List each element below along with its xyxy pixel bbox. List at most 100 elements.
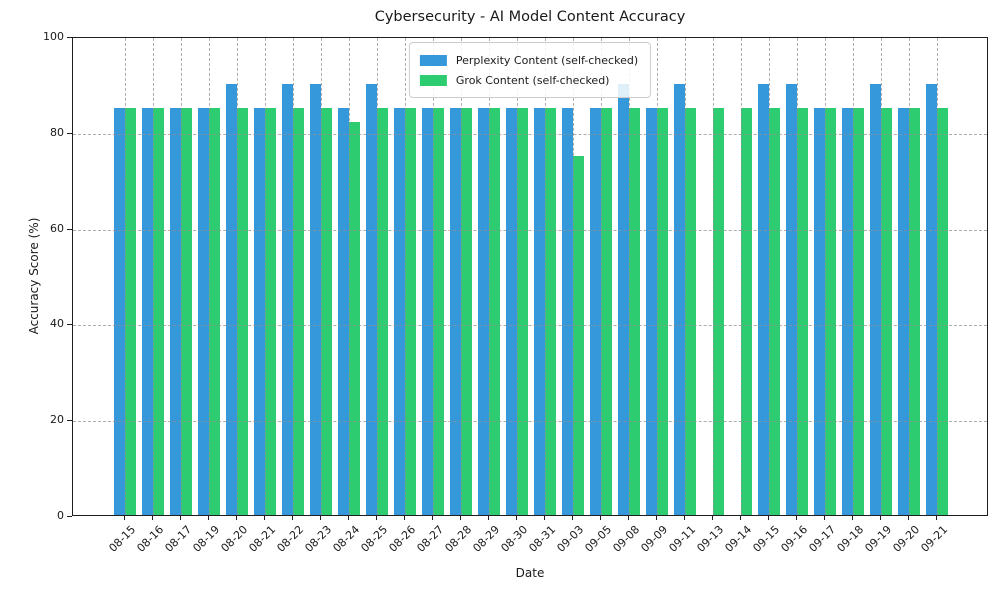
gridline-x-08-16: [153, 38, 154, 515]
gridline-x-09-17: [825, 38, 826, 515]
y-tick-label-100: 100: [43, 30, 64, 43]
x-tick-label-09-20: 09-20: [890, 523, 923, 555]
x-tick-label-09-21: 09-21: [918, 523, 951, 555]
x-tick-08-30: [516, 516, 517, 520]
bar-perplexity-09-16: [785, 83, 797, 515]
gridline-x-08-31: [545, 38, 546, 515]
x-tick-08-21: [264, 516, 265, 520]
gridline-x-08-15: [125, 38, 126, 515]
gridline-x-09-09: [657, 38, 658, 515]
gridline-x-09-11: [685, 38, 686, 515]
gridline-y-40: [73, 325, 987, 327]
plot-area: Perplexity Content (self-checked) Grok C…: [72, 37, 988, 516]
bar-perplexity-08-17: [169, 107, 181, 515]
x-tick-label-09-16: 09-16: [778, 523, 811, 555]
bar-perplexity-08-25: [365, 83, 377, 515]
x-tick-label-08-15: 08-15: [106, 523, 139, 555]
x-tick-label-08-16: 08-16: [134, 523, 167, 555]
bar-grok-08-22: [293, 107, 305, 515]
x-tick-label-08-28: 08-28: [442, 523, 475, 555]
x-tick-label-09-03: 09-03: [554, 523, 587, 555]
bar-perplexity-09-05: [589, 107, 601, 515]
bar-perplexity-08-27: [421, 107, 433, 515]
gridline-y-60: [73, 229, 987, 231]
gridline-x-09-15: [769, 38, 770, 515]
y-tick-80: [67, 132, 72, 134]
bar-perplexity-09-20: [897, 107, 909, 515]
bar-grok-08-27: [433, 107, 445, 515]
gridline-x-09-21: [937, 38, 938, 515]
bar-perplexity-08-24: [337, 107, 349, 515]
bar-perplexity-08-28: [449, 107, 461, 515]
bar-grok-08-16: [153, 107, 165, 515]
bar-grok-08-23: [321, 107, 333, 515]
gridline-x-08-26: [405, 38, 406, 515]
bar-grok-09-13: [713, 107, 725, 515]
bar-grok-09-18: [853, 107, 865, 515]
bar-perplexity-08-20: [225, 83, 237, 515]
x-tick-09-19: [880, 516, 881, 520]
gridline-x-08-23: [321, 38, 322, 515]
bar-perplexity-08-23: [309, 83, 321, 515]
bar-perplexity-08-15: [113, 107, 125, 515]
x-tick-08-27: [432, 516, 433, 520]
gridline-x-09-20: [909, 38, 910, 515]
x-tick-09-13: [712, 516, 713, 520]
x-tick-label-08-24: 08-24: [330, 523, 363, 555]
bar-perplexity-09-15: [757, 83, 769, 515]
y-tick-20: [67, 420, 72, 422]
bar-perplexity-08-21: [253, 107, 265, 515]
chart-title: Cybersecurity - AI Model Content Accurac…: [374, 9, 686, 25]
bar-grok-08-31: [545, 107, 557, 515]
x-tick-09-16: [796, 516, 797, 520]
x-tick-08-28: [460, 516, 461, 520]
bar-grok-09-03: [573, 155, 585, 515]
bar-grok-09-19: [881, 107, 893, 515]
bar-grok-09-21: [937, 107, 949, 515]
y-tick-100: [67, 37, 72, 38]
bar-perplexity-09-21: [925, 83, 937, 515]
x-tick-09-18: [852, 516, 853, 520]
legend: Perplexity Content (self-checked) Grok C…: [408, 42, 652, 98]
gridline-x-09-05: [601, 38, 602, 515]
gridline-x-08-22: [293, 38, 294, 515]
bar-perplexity-08-31: [533, 107, 545, 515]
bar-perplexity-08-22: [281, 83, 293, 515]
gridline-x-08-30: [517, 38, 518, 515]
x-tick-08-26: [404, 516, 405, 520]
y-tick-label-40: 40: [50, 317, 64, 331]
y-tick-label-0: 0: [57, 509, 64, 522]
legend-item-grok: Grok Content (self-checked): [419, 70, 638, 90]
bar-grok-09-17: [825, 107, 837, 515]
x-tick-09-14: [740, 516, 741, 520]
bar-grok-09-05: [601, 107, 613, 515]
gridline-x-08-25: [377, 38, 378, 515]
gridline-y-80: [73, 133, 987, 135]
gridline-x-09-13: [713, 38, 714, 515]
x-tick-label-09-17: 09-17: [806, 523, 839, 555]
bar-perplexity-08-30: [505, 107, 517, 515]
bar-perplexity-08-19: [197, 107, 209, 515]
x-tick-label-09-14: 09-14: [722, 523, 755, 555]
x-tick-08-24: [348, 516, 349, 520]
y-tick-label-80: 80: [50, 125, 64, 139]
legend-item-perplexity: Perplexity Content (self-checked): [419, 50, 639, 70]
legend-label-perplexity: Perplexity Content (self-checked): [455, 53, 639, 67]
x-tick-label-08-17: 08-17: [162, 523, 195, 555]
x-tick-label-09-11: 09-11: [666, 523, 699, 555]
gridline-x-08-27: [433, 38, 434, 515]
x-tick-label-08-20: 08-20: [218, 523, 251, 555]
gridline-x-08-17: [181, 38, 182, 515]
bar-perplexity-09-11: [673, 83, 685, 515]
gridline-x-08-24: [349, 38, 350, 515]
x-tick-label-08-30: 08-30: [498, 523, 531, 555]
bar-grok-09-20: [909, 107, 921, 515]
y-tick-0: [67, 516, 72, 517]
x-tick-09-03: [572, 516, 573, 520]
x-tick-09-08: [628, 516, 629, 520]
grok-swatch-icon: [419, 74, 447, 86]
x-tick-label-09-15: 09-15: [750, 523, 783, 555]
bar-grok-09-14: [741, 107, 753, 515]
gridline-x-08-21: [265, 38, 266, 515]
